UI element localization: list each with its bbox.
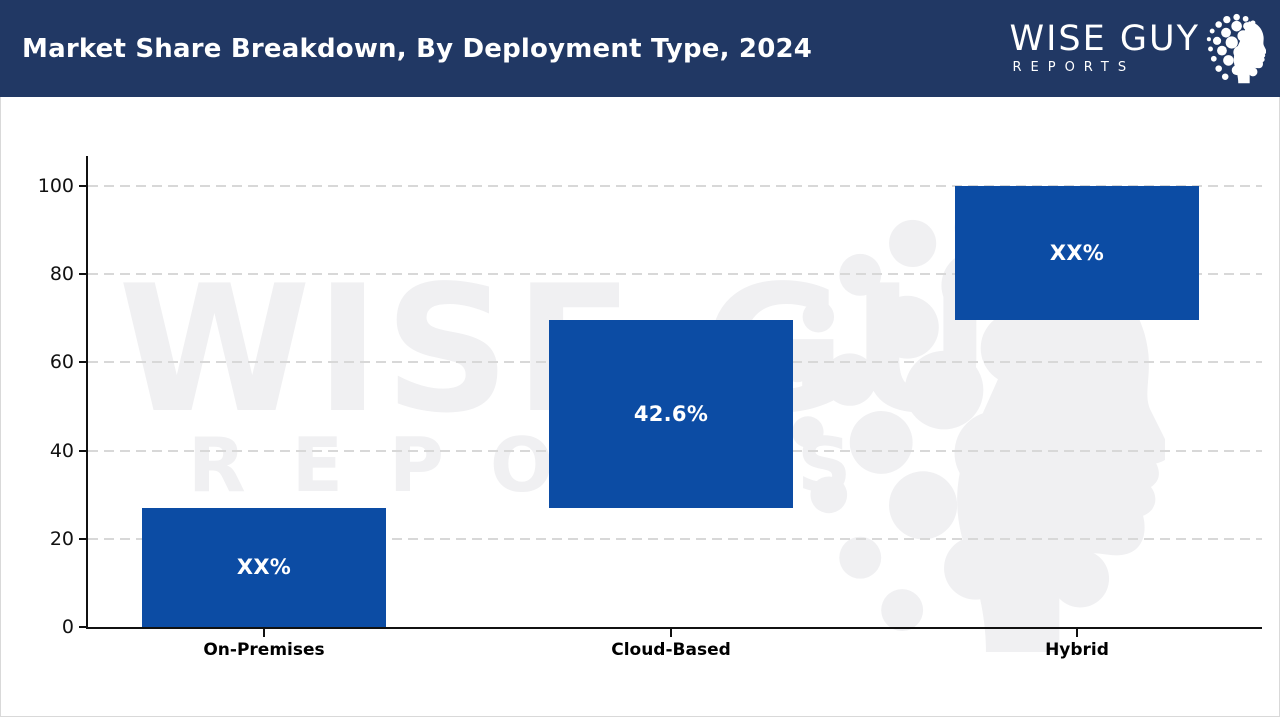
y-tick-mark [79,361,87,364]
y-tick-label: 40 [49,439,74,462]
logo-reports-text: REPORTS [1012,60,1136,75]
y-tick-mark [79,273,87,276]
header-bar: Market Share Breakdown, By Deployment Ty… [0,0,1280,97]
bar-value-label: 42.6% [633,401,709,426]
frame-border-bottom [0,716,1280,717]
logo-wise-guy-text: WISE GUY [1009,19,1200,59]
x-tick-mark [670,629,672,637]
y-tick-label: 20 [49,527,74,550]
gridline [88,185,1262,187]
page-title: Market Share Breakdown, By Deployment Ty… [22,33,813,64]
y-tick-mark [79,185,87,187]
bar-hybrid: XX% [955,186,1199,321]
x-axis-category-label: Hybrid [1045,640,1109,660]
y-tick-mark [79,537,87,540]
bar-value-label: XX% [1049,241,1105,266]
gridline [88,537,1262,540]
y-tick-mark [79,626,87,628]
y-tick-mark [79,449,87,452]
frame-border-left [0,97,1,717]
x-axis-spine [86,627,1262,629]
wise-guy-reports-logo: WISE GUY REPORTS [1009,13,1266,85]
logo-face-icon [1206,13,1266,83]
bar-on-premises: XX% [142,507,386,627]
bar-value-label: XX% [236,555,292,580]
y-tick-label: 100 [37,175,74,197]
bar-cloud-based: 42.6% [549,320,793,508]
y-axis-spine [86,156,88,629]
y-tick-label: 80 [49,263,74,286]
x-axis-category-label: Cloud-Based [611,640,731,660]
gridline [88,273,1262,276]
logo-text: WISE GUY REPORTS [1009,19,1200,76]
x-tick-mark [1076,629,1078,637]
y-tick-label: 60 [49,351,74,374]
x-axis-category-label: On-Premises [203,640,325,660]
y-tick-label: 0 [61,616,74,638]
x-tick-mark [263,629,265,637]
